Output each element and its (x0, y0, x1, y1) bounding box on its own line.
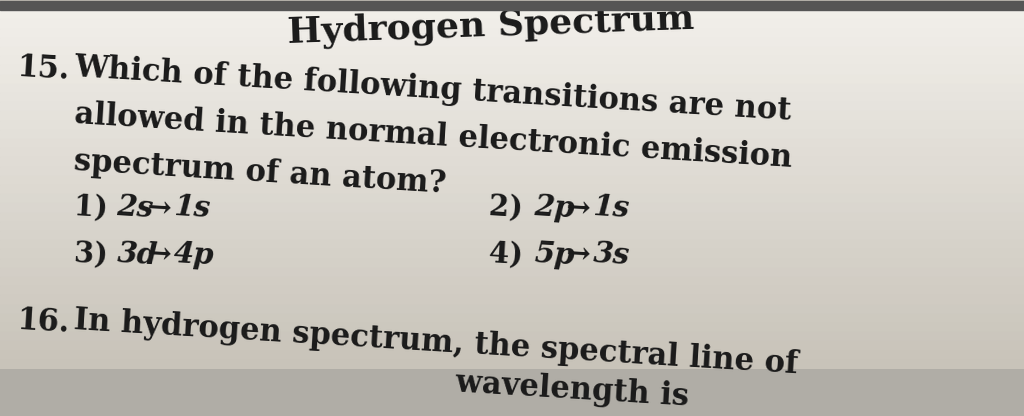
Text: 1): 1) (74, 192, 119, 224)
Bar (0, 305, 1024, 314)
Bar (0, 314, 1024, 323)
Text: 4p: 4p (173, 239, 215, 270)
Bar (0, 295, 1024, 305)
Bar (0, 185, 1024, 194)
Bar (0, 1, 1024, 10)
Bar (0, 1, 1024, 10)
Bar (0, 166, 1024, 176)
Bar (0, 249, 1024, 259)
Bar (0, 10, 1024, 20)
Bar (0, 231, 1024, 240)
Text: In hydrogen spectrum, the spectral line of: In hydrogen spectrum, the spectral line … (73, 305, 799, 381)
Bar (0, 332, 1024, 342)
Bar (0, 351, 1024, 360)
Bar (0, 121, 1024, 130)
Bar (0, 286, 1024, 295)
Text: 2p: 2p (534, 192, 575, 223)
Bar (0, 176, 1024, 185)
Bar (0, 111, 1024, 121)
Text: 3d: 3d (117, 239, 159, 270)
Text: Hydrogen Spectrum: Hydrogen Spectrum (287, 1, 694, 50)
Text: →: → (146, 239, 172, 270)
Bar (0, 65, 1024, 74)
Bar (0, 148, 1024, 157)
Bar (0, 93, 1024, 102)
Bar (0, 47, 1024, 56)
Bar (0, 56, 1024, 65)
Text: 4): 4) (488, 239, 535, 270)
Bar (0, 84, 1024, 93)
Text: →: → (146, 192, 172, 223)
Text: 1s: 1s (592, 192, 631, 223)
Bar (0, 203, 1024, 213)
Bar (0, 259, 1024, 268)
Text: →: → (565, 192, 591, 223)
Text: 2s: 2s (117, 192, 155, 223)
Bar (0, 222, 1024, 231)
Bar (0, 38, 1024, 47)
Bar (0, 277, 1024, 286)
Text: 15.: 15. (16, 52, 71, 87)
Bar (0, 29, 1024, 38)
Text: 2): 2) (488, 192, 535, 224)
Text: Which of the following transitions are not: Which of the following transitions are n… (73, 52, 793, 127)
Bar (0, 268, 1024, 277)
Bar (0, 323, 1024, 332)
Text: 5p: 5p (534, 239, 575, 270)
Text: 1s: 1s (173, 192, 212, 223)
Bar (0, 240, 1024, 249)
Text: wavelength is: wavelength is (73, 344, 690, 413)
Bar (0, 157, 1024, 166)
Bar (0, 74, 1024, 84)
Bar (0, 102, 1024, 111)
Bar (0, 213, 1024, 222)
Text: →: → (565, 239, 591, 270)
Text: 16.: 16. (16, 305, 71, 339)
Text: spectrum of an atom?: spectrum of an atom? (73, 146, 447, 200)
Bar (0, 130, 1024, 139)
Text: allowed in the normal electronic emission: allowed in the normal electronic emissio… (73, 99, 793, 174)
Bar (0, 342, 1024, 351)
Bar (0, 360, 1024, 369)
Bar (0, 194, 1024, 203)
Text: 3): 3) (74, 239, 109, 270)
Text: 3s: 3s (592, 239, 631, 270)
Bar (0, 20, 1024, 29)
Bar (0, 139, 1024, 148)
